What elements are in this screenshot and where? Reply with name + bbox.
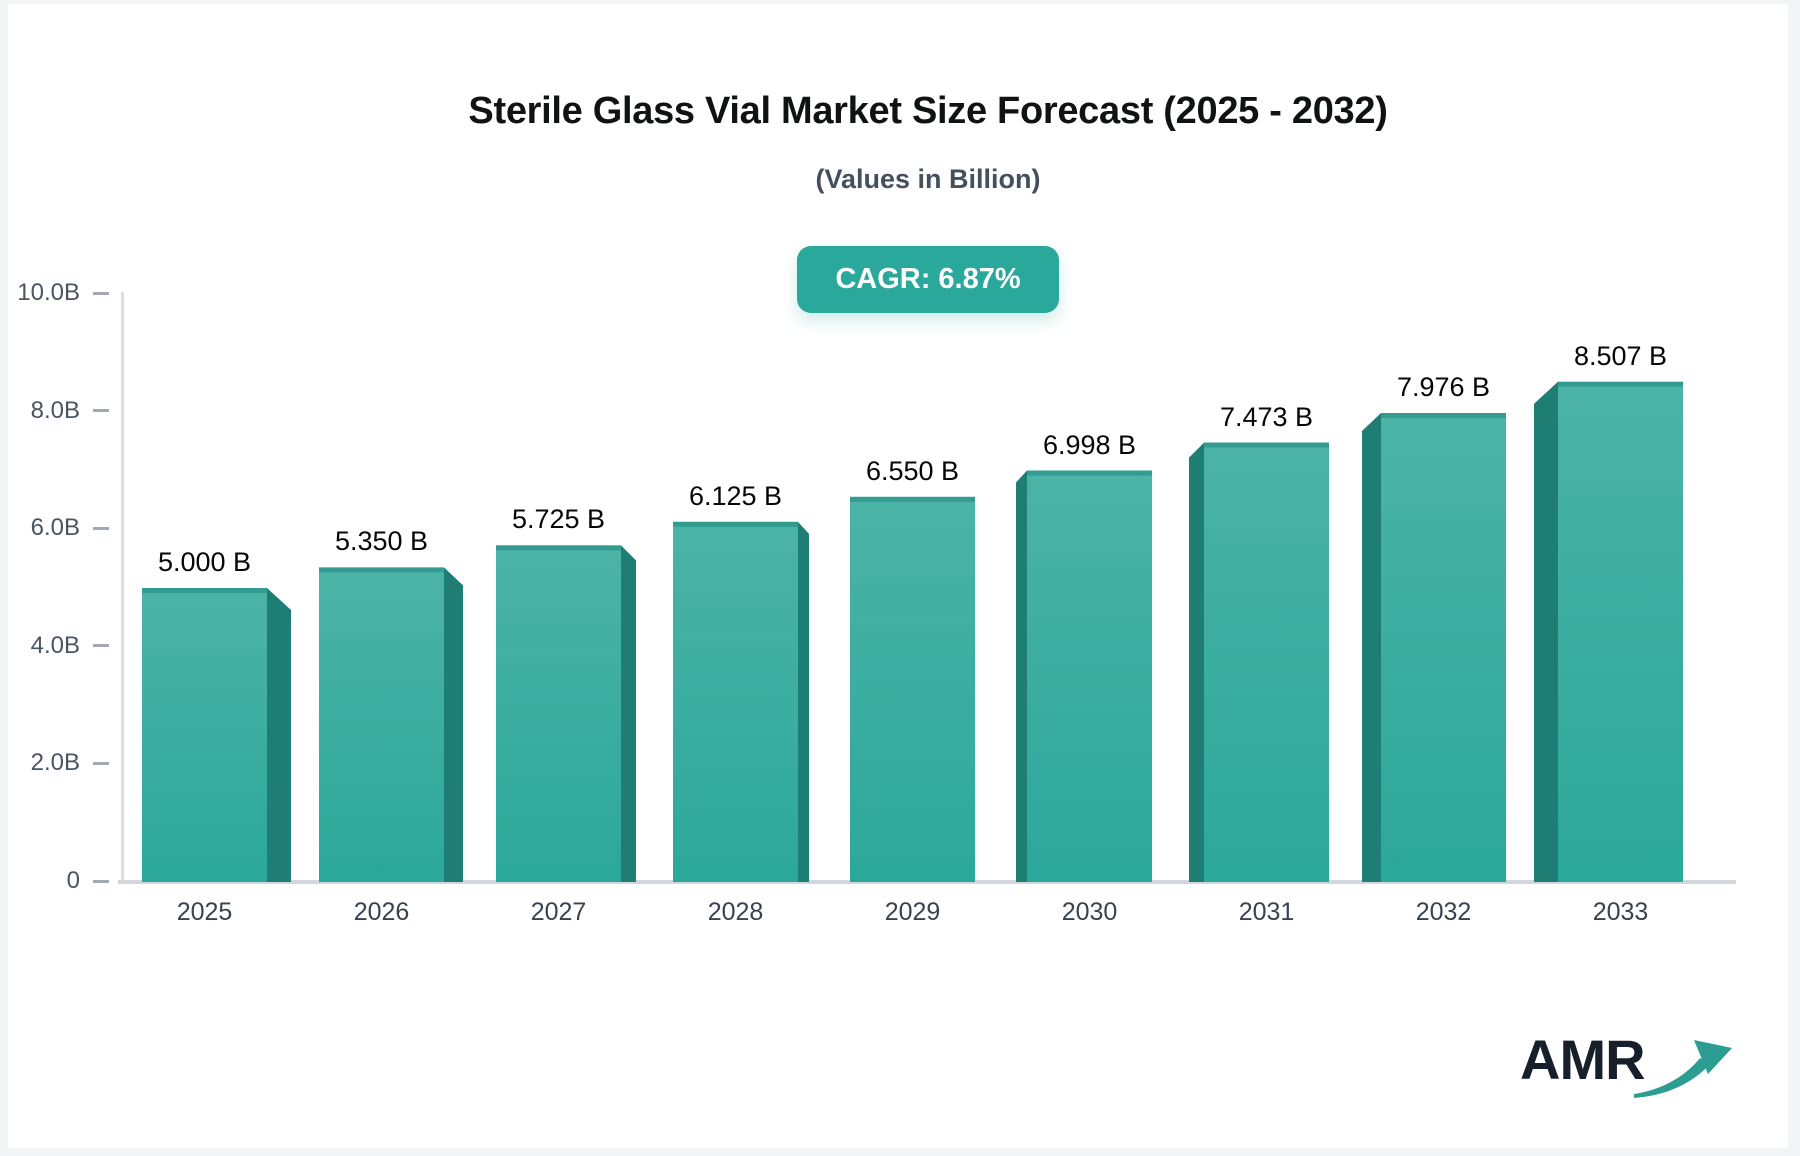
y-tick-dash [93,879,109,883]
bar-cap-2028 [673,521,798,527]
bar-side-2028 [798,521,809,882]
bar-value-label-2031: 7.473 B [1219,401,1314,432]
bar-cap-2027 [496,545,621,551]
bar-cap-2031 [1204,442,1329,448]
x-tick-label-2029: 2029 [884,898,941,926]
x-tick-label-2030: 2030 [1061,898,1118,926]
y-tick-label: 10.0B [17,279,80,306]
bar-2031 [1204,442,1329,882]
y-tick-dash [93,644,109,648]
y-tick-4.0B: 4.0B [0,631,109,661]
x-axis-line [118,880,1736,884]
x-tick-label-2026: 2026 [353,898,410,926]
bar-cap-2025 [142,588,267,593]
bar-side-2030 [1016,470,1027,882]
bar-side-2026 [444,567,463,882]
y-tick-dash [93,409,109,413]
bar-side-2027 [621,545,636,882]
cagr-badge: CAGR: 6.87% [797,246,1059,313]
bar-value-label-2032: 7.976 B [1396,372,1491,402]
x-tick-label-2025: 2025 [176,898,233,926]
y-tick-label: 2.0B [30,749,80,777]
bar-cap-2026 [319,567,444,573]
x-tick-label-2033: 2033 [1592,898,1649,926]
bar-value-label-2026: 5.350 B [334,526,429,557]
plot-area [122,294,1734,882]
amr-logo: AMR [1520,1032,1750,1112]
amr-logo-text: AMR [1520,1028,1646,1091]
y-tick-6.0B: 6.0B [0,513,109,543]
y-tick-label: 0 [66,867,80,894]
y-axis-line [121,292,124,884]
x-tick-label-2028: 2028 [707,898,764,926]
cagr-badge-band: CAGR: 6.87% [122,246,1734,313]
y-tick-dash [93,761,109,765]
bar-value-label-2033: 8.507 B [1573,340,1668,371]
chart-title: Sterile Glass Vial Market Size Forecast … [468,90,1388,132]
chart-subtitle: (Values in Billion) [815,164,1041,194]
x-tick-label-2032: 2032 [1415,898,1472,926]
bar-2033 [1558,381,1683,882]
growth-arrow-icon [1634,1040,1732,1098]
bar-2032 [1381,413,1506,882]
bar-2028 [673,521,798,882]
y-tick-10.0B: 10.0B [0,278,109,308]
bar-cap-2029 [850,496,975,502]
x-tick-label-2027: 2027 [530,898,587,926]
bar-side-2032 [1362,413,1381,882]
bar-cap-2032 [1381,413,1506,419]
bar-cap-2030 [1027,470,1152,476]
y-tick-2.0B: 2.0B [0,748,109,778]
bar-value-label-2027: 5.725 B [511,504,606,535]
x-tick-label-2031: 2031 [1238,898,1295,926]
y-tick-dash [93,291,109,295]
y-tick-dash [93,526,109,530]
y-tick-8.0B: 8.0B [0,396,109,426]
bar-value-label-2025: 5.000 B [157,547,252,577]
bar-2030 [1027,470,1152,882]
y-tick-label: 4.0B [30,631,80,659]
bar-value-label-2029: 6.550 B [865,455,960,486]
bar-side-2025 [267,588,291,882]
y-tick-label: 6.0B [30,514,80,542]
bar-side-2031 [1189,442,1204,882]
bar-value-label-2028: 6.125 B [688,480,783,511]
bars-canvas [142,381,1683,882]
bar-2029 [850,496,975,882]
bar-value-label-2030: 6.998 B [1042,429,1137,460]
bar-2027 [496,545,621,882]
y-tick-label: 8.0B [30,396,80,424]
bar-cap-2033 [1558,381,1683,387]
y-tick-0: 0 [0,866,109,896]
bar-2026 [319,567,444,882]
bar-side-2033 [1534,381,1558,882]
bar-2025 [142,588,267,882]
